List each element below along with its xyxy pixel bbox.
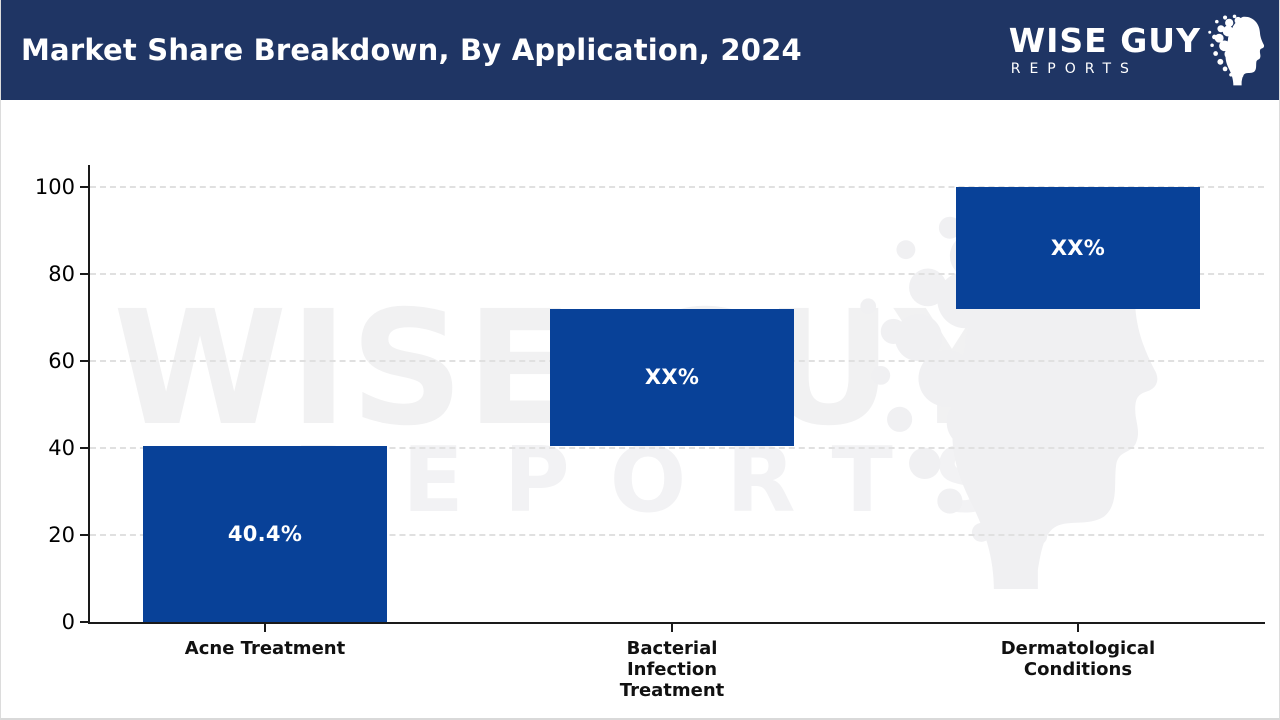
bar-segment: 40.4% <box>143 446 387 622</box>
bar-value-label: XX% <box>1050 235 1106 260</box>
y-axis-tick <box>80 533 88 536</box>
header: Market Share Breakdown, By Application, … <box>1 0 1279 100</box>
logo-wordmark: WISE GUY <box>1008 20 1201 60</box>
y-tick-label: 100 <box>34 174 75 199</box>
y-axis-tick <box>80 359 88 362</box>
x-axis-label-line: Conditions <box>1023 659 1133 680</box>
y-axis-tick <box>80 272 88 275</box>
bar-segment: XX% <box>550 308 795 447</box>
bar-segment: XX% <box>955 186 1200 309</box>
y-tick-label: 40 <box>48 435 75 460</box>
gridline <box>90 185 1264 188</box>
y-axis-tick <box>80 446 88 449</box>
x-axis-label-line: Bacterial <box>626 638 718 659</box>
logo-head-icon <box>1208 14 1265 86</box>
bar-value-label: 40.4% <box>227 522 303 547</box>
y-axis-tick <box>80 185 88 188</box>
watermark-subtitle: REPORTS <box>293 428 1038 533</box>
y-tick-label: 60 <box>48 348 75 373</box>
x-axis-label: Acne Treatment <box>135 638 395 659</box>
x-axis-label: Bacterial Infection Treatment <box>542 638 802 701</box>
y-tick-label: 80 <box>48 261 75 286</box>
x-axis-label-line: Infection <box>626 659 718 680</box>
y-tick-label: 0 <box>61 610 75 634</box>
x-axis-label-line: Dermatological <box>1000 638 1156 659</box>
y-axis-tick <box>80 621 88 623</box>
logo-wordmark-block: WISE GUY REPORTS <box>1009 24 1201 77</box>
x-axis-tick <box>264 624 266 632</box>
x-axis-line <box>88 622 1265 624</box>
brand-logo: WISE GUY REPORTS <box>1009 14 1267 86</box>
y-axis-line <box>88 165 90 624</box>
gridline <box>90 446 1264 449</box>
x-axis-label-line: Acne Treatment <box>184 638 346 659</box>
x-axis-tick <box>1076 624 1079 632</box>
y-tick-label: 20 <box>48 522 75 547</box>
x-axis-label-line: Treatment <box>619 680 725 701</box>
page-title: Market Share Breakdown, By Application, … <box>21 33 802 67</box>
gridline <box>90 272 1264 275</box>
gridline <box>90 533 1264 536</box>
chart-area: WISE GUY REPORTS 0 20 40 60 80 100 40.4% Acne T… <box>1 100 1279 718</box>
x-axis-tick <box>671 624 674 632</box>
logo-subtitle: REPORTS <box>1010 60 1138 77</box>
x-axis-label: Dermatological Conditions <box>948 638 1208 680</box>
bar-value-label: XX% <box>644 365 700 390</box>
